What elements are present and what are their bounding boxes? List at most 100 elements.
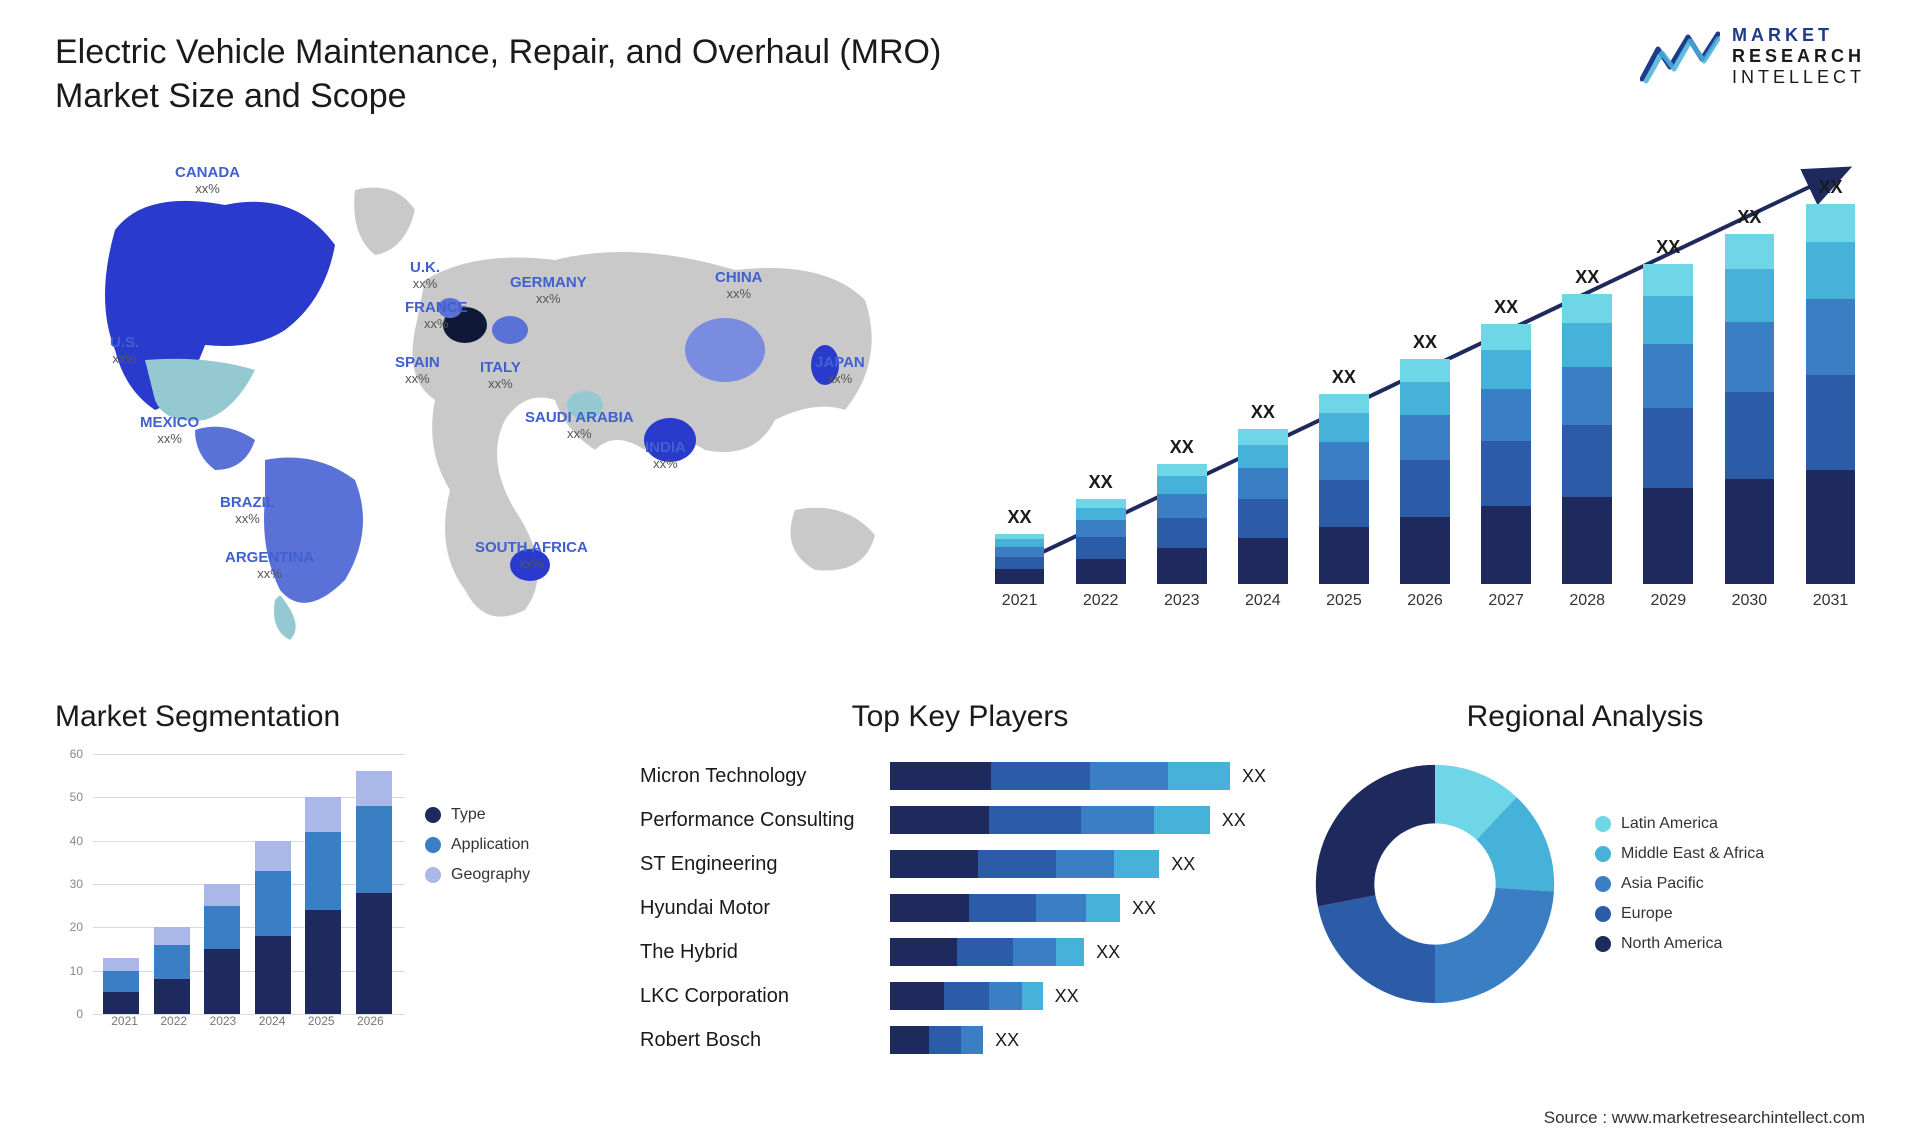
seg-x-tick: 2021 [111, 1014, 138, 1044]
seg-bar [305, 797, 341, 1014]
growth-bar-value: XX [1170, 437, 1194, 458]
map-label: U.S.xx% [110, 335, 139, 366]
logo-line-3: INTELLECT [1732, 67, 1865, 88]
growth-bar-year: 2031 [1813, 592, 1849, 610]
map-label: SPAINxx% [395, 355, 440, 386]
growth-bar: XX 2027 [1472, 297, 1541, 610]
regional-legend-item: Middle East & Africa [1595, 845, 1865, 863]
regional-legend-item: Europe [1595, 905, 1865, 923]
player-bar [890, 806, 1210, 834]
growth-bar-year: 2026 [1407, 592, 1443, 610]
regional-legend-item: North America [1595, 935, 1865, 953]
player-name: ST Engineering [640, 853, 890, 876]
players-section: Top Key Players Micron TechnologyXXPerfo… [640, 700, 1280, 1080]
player-row: Hyundai MotorXX [640, 886, 1280, 930]
map-label: INDIAxx% [645, 440, 686, 471]
world-map-svg [55, 150, 935, 650]
regional-section: Regional Analysis Latin AmericaMiddle Ea… [1305, 700, 1865, 1080]
segmentation-section: Market Segmentation 0102030405060 202120… [55, 700, 595, 1080]
seg-y-tick: 30 [55, 877, 83, 891]
growth-bar-value: XX [1251, 402, 1275, 423]
brand-logo: MARKET RESEARCH INTELLECT [1640, 25, 1865, 88]
player-value: XX [995, 1030, 1019, 1051]
player-value: XX [1222, 810, 1246, 831]
seg-y-tick: 40 [55, 834, 83, 848]
players-title: Top Key Players [640, 700, 1280, 734]
map-label: SAUDI ARABIAxx% [525, 410, 634, 441]
player-row: Micron Technology XX [640, 754, 1280, 798]
growth-bar-year: 2029 [1651, 592, 1687, 610]
map-label: U.K.xx% [410, 260, 440, 291]
growth-bar-year: 2028 [1569, 592, 1605, 610]
seg-x-tick: 2022 [160, 1014, 187, 1044]
growth-bar: XX 2024 [1228, 402, 1297, 610]
seg-legend-item: Application [425, 836, 595, 854]
seg-x-tick: 2023 [210, 1014, 237, 1044]
seg-x-tick: 2026 [357, 1014, 384, 1044]
growth-bar: XX 2028 [1553, 267, 1622, 610]
player-bar [890, 938, 1084, 966]
player-value: XX [1242, 766, 1266, 787]
seg-x-tick: 2024 [259, 1014, 286, 1044]
growth-bar-value: XX [1575, 267, 1599, 288]
player-row: Robert BoschXX [640, 1018, 1280, 1062]
page-title-block: Electric Vehicle Maintenance, Repair, an… [55, 30, 955, 118]
player-value: XX [1132, 898, 1156, 919]
segmentation-chart: 0102030405060 202120222023202420252026 T… [55, 754, 595, 1044]
growth-bar-year: 2022 [1083, 592, 1119, 610]
growth-bar-year: 2024 [1245, 592, 1281, 610]
growth-bar: XX 2029 [1634, 237, 1703, 610]
player-name: LKC Corporation [640, 985, 890, 1008]
brand-logo-mark [1640, 29, 1720, 84]
regional-donut [1305, 754, 1565, 1014]
seg-y-tick: 20 [55, 920, 83, 934]
map-label: MEXICOxx% [140, 415, 199, 446]
growth-bar-value: XX [1413, 332, 1437, 353]
seg-y-tick: 60 [55, 747, 83, 761]
map-label: GERMANYxx% [510, 275, 587, 306]
growth-bar-value: XX [1656, 237, 1680, 258]
world-map-region: CANADAxx%U.S.xx%MEXICOxx%BRAZILxx%ARGENT… [55, 150, 935, 650]
map-label: BRAZILxx% [220, 495, 275, 526]
seg-legend-item: Geography [425, 866, 595, 884]
player-bar [890, 982, 1043, 1010]
growth-bar-value: XX [1008, 507, 1032, 528]
seg-legend-item: Type [425, 806, 595, 824]
map-label: JAPANxx% [815, 355, 865, 386]
seg-y-tick: 10 [55, 964, 83, 978]
growth-bar-value: XX [1089, 472, 1113, 493]
growth-bar-year: 2027 [1488, 592, 1524, 610]
seg-bar [255, 841, 291, 1014]
growth-bar: XX 2025 [1309, 367, 1378, 610]
growth-bar-year: 2030 [1732, 592, 1768, 610]
growth-bar: XX 2022 [1066, 472, 1135, 610]
player-bar [890, 762, 1230, 790]
player-row: Performance Consulting XX [640, 798, 1280, 842]
player-row: The HybridXX [640, 930, 1280, 974]
player-row: LKC Corporation XX [640, 974, 1280, 1018]
growth-bar: XX 2030 [1715, 207, 1784, 610]
regional-legend-item: Latin America [1595, 815, 1865, 833]
player-name: Micron Technology [640, 765, 890, 788]
growth-bar: XX 2031 [1796, 177, 1865, 610]
map-label: SOUTH AFRICAxx% [475, 540, 588, 571]
player-name: Performance Consulting [640, 809, 890, 832]
logo-line-2: RESEARCH [1732, 46, 1865, 67]
seg-x-tick: 2025 [308, 1014, 335, 1044]
seg-bar [103, 958, 139, 1014]
growth-bar-value: XX [1494, 297, 1518, 318]
growth-bar-value: XX [1818, 177, 1842, 198]
regional-legend-item: Asia Pacific [1595, 875, 1865, 893]
player-row: ST EngineeringXX [640, 842, 1280, 886]
growth-bar-year: 2021 [1002, 592, 1038, 610]
growth-bar-value: XX [1332, 367, 1356, 388]
growth-bar: XX 2026 [1390, 332, 1459, 610]
seg-bar [356, 771, 392, 1014]
map-label: ARGENTINAxx% [225, 550, 314, 581]
growth-bar-year: 2025 [1326, 592, 1362, 610]
seg-y-tick: 50 [55, 790, 83, 804]
seg-bar [154, 927, 190, 1014]
growth-bar-value: XX [1737, 207, 1761, 228]
player-value: XX [1055, 986, 1079, 1007]
map-label: FRANCExx% [405, 300, 468, 331]
